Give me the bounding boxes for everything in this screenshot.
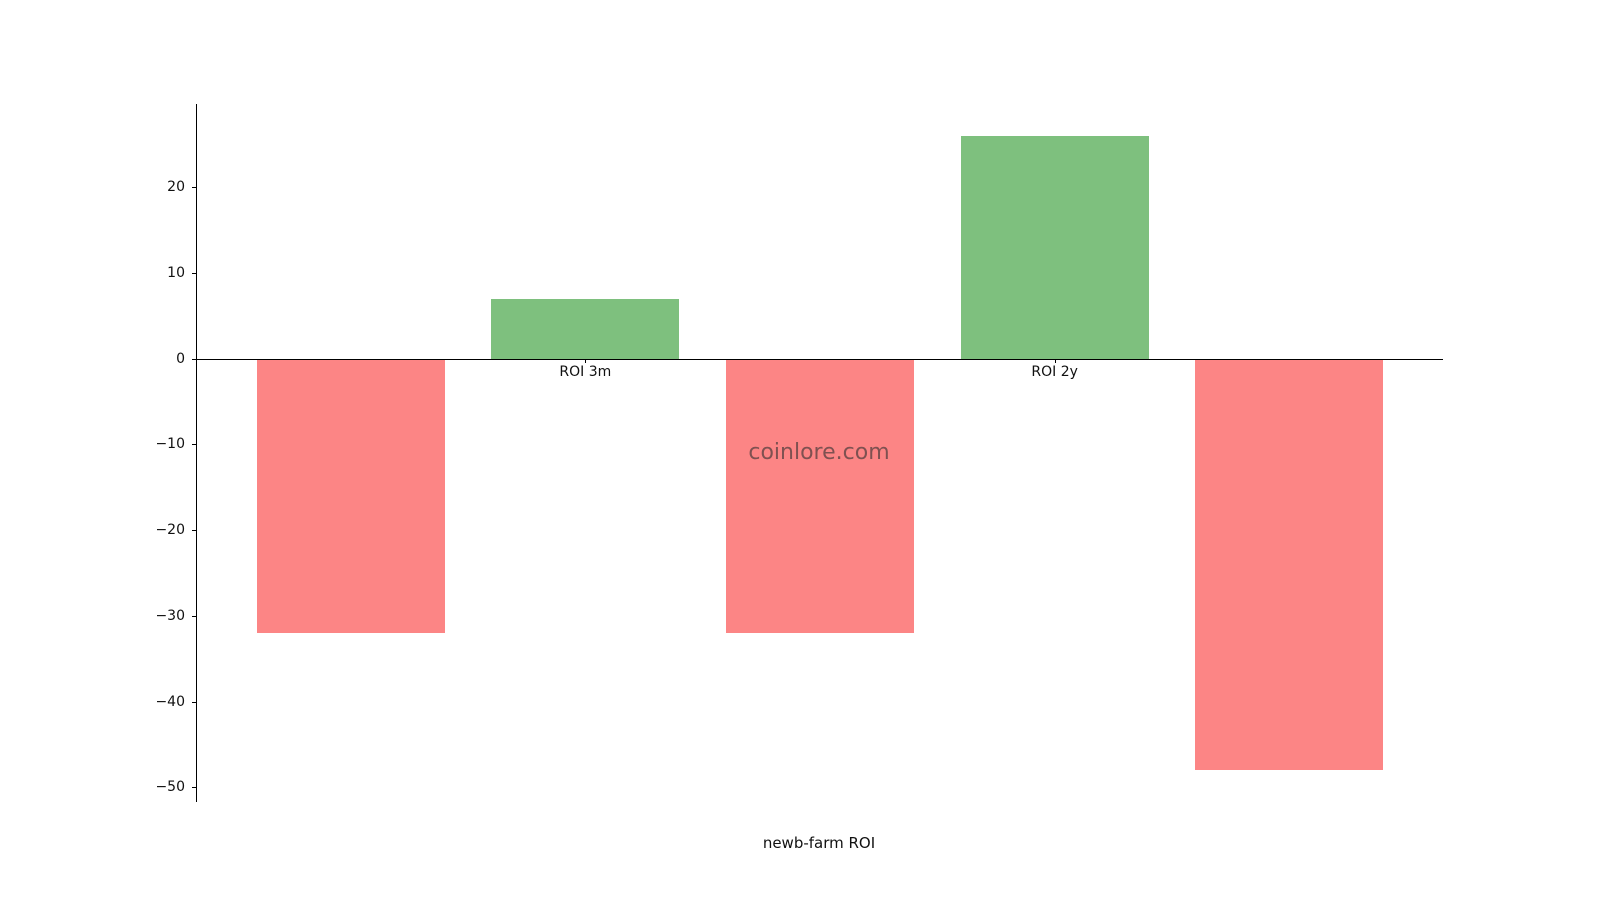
y-tick-mark — [192, 787, 196, 789]
x-tick-mark — [1054, 358, 1056, 363]
y-tick-mark — [192, 615, 196, 617]
x-tick-label: ROI 3m — [559, 363, 612, 380]
y-tick-mark — [192, 701, 196, 703]
plot-area: 20 10 0 −10 −20 −30 −40 −50 ROI 3m ROI 2y — [155, 104, 1443, 802]
x-tick-label: ROI 2y — [1031, 363, 1078, 380]
y-tick-label: 20 — [167, 179, 185, 196]
y-tick-mark — [192, 272, 196, 274]
roi-bar — [1195, 358, 1384, 771]
y-tick-label: 10 — [167, 264, 185, 281]
watermark-text: coinlore.com — [748, 440, 890, 465]
y-tick-mark — [192, 444, 196, 446]
roi-bar — [726, 358, 914, 634]
y-tick-label: −10 — [155, 436, 185, 453]
roi-bar — [960, 135, 1149, 359]
roi-bar — [256, 358, 445, 634]
y-tick-label: −40 — [155, 693, 185, 710]
x-axis-title: newb-farm ROI — [762, 834, 876, 852]
y-tick-mark — [192, 358, 196, 360]
y-tick-label: −30 — [155, 607, 185, 624]
y-tick-mark — [192, 187, 196, 189]
y-tick-label: −20 — [155, 522, 185, 539]
y-tick-label: −50 — [155, 779, 185, 796]
y-tick-mark — [192, 530, 196, 532]
x-axis-line — [197, 358, 1443, 360]
x-tick-mark — [585, 358, 587, 363]
roi-bar — [491, 298, 680, 359]
y-tick-label: 0 — [176, 350, 185, 367]
